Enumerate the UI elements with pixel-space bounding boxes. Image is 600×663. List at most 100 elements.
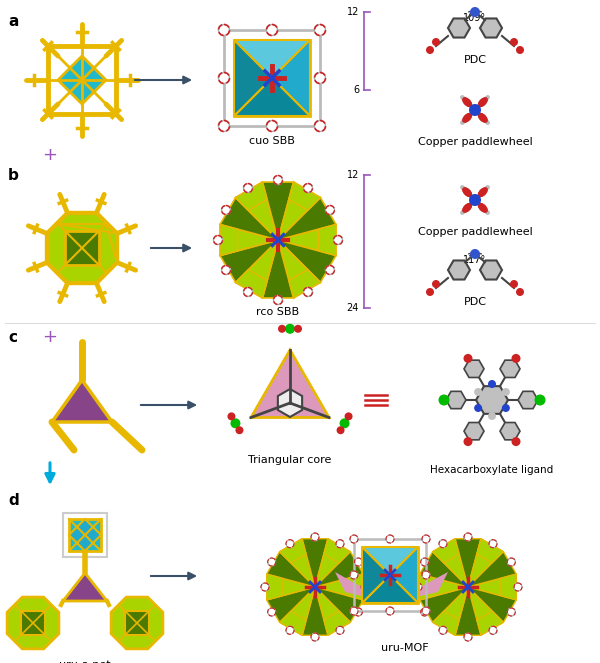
Polygon shape <box>468 552 516 587</box>
Polygon shape <box>47 213 117 283</box>
Circle shape <box>325 206 334 215</box>
Circle shape <box>334 235 343 245</box>
Polygon shape <box>446 391 466 408</box>
Circle shape <box>474 388 482 396</box>
Ellipse shape <box>478 113 488 123</box>
Polygon shape <box>448 261 470 280</box>
Circle shape <box>464 533 472 541</box>
Circle shape <box>426 46 434 54</box>
Circle shape <box>421 558 428 566</box>
Ellipse shape <box>478 203 488 213</box>
Circle shape <box>421 608 428 616</box>
Polygon shape <box>433 539 468 587</box>
Circle shape <box>489 627 497 634</box>
Circle shape <box>304 184 313 192</box>
Polygon shape <box>220 240 278 282</box>
Circle shape <box>439 627 447 634</box>
Polygon shape <box>468 574 516 600</box>
Polygon shape <box>433 539 459 563</box>
Circle shape <box>274 296 283 304</box>
Polygon shape <box>501 574 516 600</box>
Polygon shape <box>63 573 107 601</box>
Circle shape <box>218 121 229 131</box>
Polygon shape <box>234 40 272 116</box>
Circle shape <box>439 540 447 548</box>
Polygon shape <box>21 611 45 635</box>
Polygon shape <box>236 182 267 210</box>
Text: cuo SBB: cuo SBB <box>249 136 295 146</box>
Circle shape <box>355 608 362 616</box>
Text: d: d <box>8 493 19 508</box>
Circle shape <box>355 558 362 566</box>
Polygon shape <box>420 552 468 587</box>
Text: rco SBB: rco SBB <box>256 307 299 317</box>
Polygon shape <box>476 386 508 414</box>
Circle shape <box>311 633 319 641</box>
Polygon shape <box>65 231 99 265</box>
Ellipse shape <box>478 188 488 197</box>
Ellipse shape <box>463 188 472 197</box>
Circle shape <box>470 7 480 17</box>
Polygon shape <box>480 261 502 280</box>
Circle shape <box>511 437 521 446</box>
Text: +: + <box>43 146 58 164</box>
Polygon shape <box>278 225 336 255</box>
Polygon shape <box>278 389 302 417</box>
Polygon shape <box>477 611 503 635</box>
Circle shape <box>350 535 358 543</box>
Circle shape <box>502 404 510 412</box>
Polygon shape <box>7 597 59 649</box>
Circle shape <box>502 388 510 396</box>
Polygon shape <box>234 40 310 116</box>
Circle shape <box>439 394 449 406</box>
Polygon shape <box>468 587 516 623</box>
Polygon shape <box>280 539 306 563</box>
Circle shape <box>464 437 473 446</box>
Polygon shape <box>464 422 484 440</box>
Text: 109°: 109° <box>463 13 487 23</box>
Circle shape <box>336 540 344 548</box>
Polygon shape <box>234 78 310 116</box>
Polygon shape <box>220 225 238 255</box>
Circle shape <box>266 25 277 36</box>
Polygon shape <box>319 225 336 255</box>
Circle shape <box>344 412 353 420</box>
Text: a: a <box>8 14 19 29</box>
Circle shape <box>510 38 518 46</box>
Circle shape <box>469 104 481 116</box>
Polygon shape <box>315 574 363 600</box>
Circle shape <box>244 184 253 192</box>
Circle shape <box>230 418 241 428</box>
Circle shape <box>432 38 440 46</box>
Polygon shape <box>500 422 520 440</box>
Circle shape <box>386 535 394 543</box>
Polygon shape <box>448 19 470 38</box>
Ellipse shape <box>463 203 472 213</box>
Circle shape <box>286 540 294 548</box>
Text: 6: 6 <box>353 85 359 95</box>
Circle shape <box>218 25 229 36</box>
Text: Hexacarboxylate ligand: Hexacarboxylate ligand <box>430 465 554 475</box>
Polygon shape <box>315 552 363 587</box>
Polygon shape <box>324 611 350 635</box>
Polygon shape <box>58 224 117 263</box>
Ellipse shape <box>463 188 472 197</box>
Polygon shape <box>267 552 315 587</box>
Polygon shape <box>278 240 336 282</box>
Circle shape <box>286 627 294 634</box>
Text: uru-a net: uru-a net <box>59 660 111 663</box>
Circle shape <box>304 288 313 296</box>
Polygon shape <box>433 587 468 635</box>
Polygon shape <box>420 574 468 600</box>
Circle shape <box>336 627 344 634</box>
Circle shape <box>337 426 344 434</box>
Circle shape <box>489 540 497 548</box>
Polygon shape <box>251 350 329 418</box>
Polygon shape <box>69 519 101 551</box>
Ellipse shape <box>463 113 472 123</box>
Polygon shape <box>272 40 310 116</box>
Circle shape <box>414 583 422 591</box>
Circle shape <box>511 354 521 363</box>
Circle shape <box>340 418 350 428</box>
Text: b: b <box>8 168 19 183</box>
